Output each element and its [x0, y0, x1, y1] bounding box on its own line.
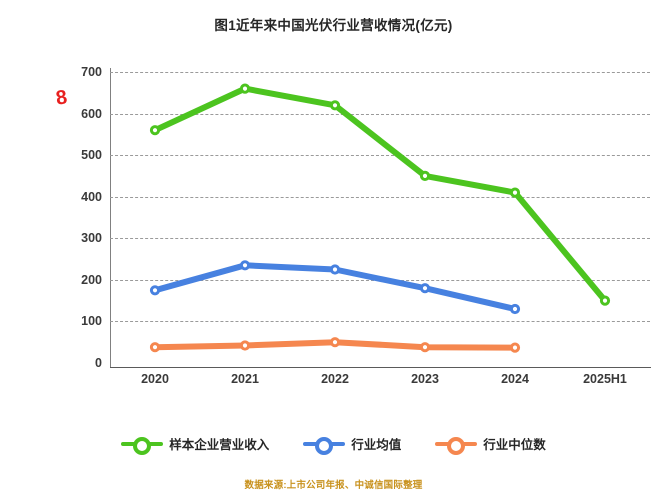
y-tick-label: 400 — [81, 189, 102, 204]
legend-item[interactable]: 样本企业营业收入 — [121, 434, 270, 455]
data-point-marker — [329, 264, 341, 275]
legend-label: 行业中位数 — [483, 438, 546, 452]
data-point-marker — [329, 100, 341, 111]
legend-label: 行业均值 — [351, 438, 402, 452]
legend-item[interactable]: 行业中位数 — [435, 434, 546, 455]
data-point-marker — [419, 342, 431, 353]
y-tick-label: 700 — [81, 65, 102, 79]
data-point-marker — [509, 303, 521, 315]
data-point-marker — [509, 187, 521, 198]
legend-marker-icon — [435, 435, 478, 455]
data-point-marker — [149, 125, 161, 136]
red-annotation: 8 — [54, 86, 69, 110]
y-tick-label: 0 — [95, 356, 102, 370]
legend-marker-icon — [121, 435, 164, 455]
gridline-600 — [110, 113, 650, 115]
data-point-marker — [239, 260, 251, 271]
gridline-500 — [110, 155, 650, 157]
gridline-100 — [110, 321, 650, 323]
y-tick-label: 300 — [81, 231, 102, 246]
data-point-marker — [419, 283, 431, 294]
legend-item[interactable]: 行业均值 — [303, 434, 402, 455]
data-point-marker — [599, 295, 611, 306]
gridline-700 — [110, 72, 650, 73]
y-tick-label: 200 — [81, 272, 102, 287]
data-point-marker — [509, 342, 521, 353]
y-tick-label: 600 — [81, 106, 102, 121]
gridline-300 — [110, 238, 650, 240]
x-axis-line — [110, 367, 651, 368]
gridline-400 — [110, 196, 650, 198]
data-point-marker — [419, 170, 431, 182]
plot-area: 700 600 500 400 300 200 100 0 — [81, 65, 650, 370]
source-note: 数据来源:上市公司年报、中诚信国际整理 — [244, 480, 423, 491]
x-tick-label: 2020 — [141, 372, 169, 386]
data-point-marker — [149, 342, 161, 353]
x-tick-label: 2021 — [231, 372, 259, 386]
y-axis-line — [110, 68, 111, 367]
series-line — [152, 85, 608, 304]
data-point-marker — [149, 285, 161, 296]
legend-marker-icon — [303, 435, 346, 455]
x-tick-label: 2023 — [411, 372, 439, 386]
legend-label: 样本企业营业收入 — [169, 438, 270, 452]
chart-title: 图1近年来中国光伏行业营收情况(亿元) — [214, 18, 453, 33]
y-tick-label: 100 — [81, 314, 102, 329]
x-tick-label: 2022 — [321, 372, 349, 386]
series-plot — [149, 83, 611, 353]
data-point-marker — [239, 340, 251, 351]
chart-legend: 样本企业营业收入 行业均值 行业中位数 — [0, 434, 667, 455]
data-point-marker — [239, 83, 251, 94]
y-tick-label: 500 — [81, 148, 102, 163]
x-tick-label: 2025H1 — [583, 372, 627, 386]
x-tick-label: 2024 — [501, 372, 529, 386]
data-point-marker — [329, 337, 341, 348]
